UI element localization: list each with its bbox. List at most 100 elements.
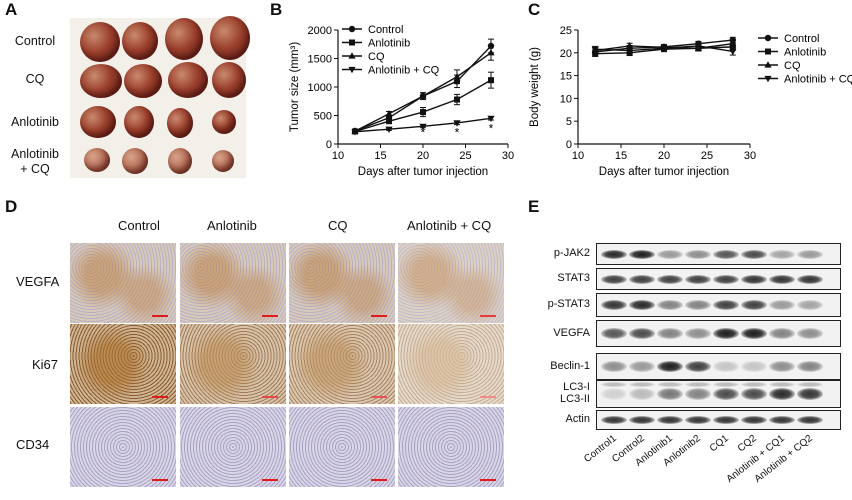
data-point (626, 47, 634, 55)
blot-band (685, 388, 711, 400)
x-tick-label: 10 (332, 150, 344, 162)
blot-band (713, 416, 739, 424)
blot-band (741, 361, 767, 372)
ihc-col-label-cq: CQ (328, 218, 348, 233)
significance-mark: * (421, 126, 426, 140)
ihc-row-label-vegfa: VEGFA (16, 274, 60, 289)
tumor-specimen (80, 106, 116, 138)
blot-band (601, 361, 627, 372)
data-point (349, 39, 355, 46)
blot-strip (596, 293, 841, 317)
blot-band (769, 388, 795, 400)
data-point (729, 48, 737, 56)
blot-strip (596, 410, 841, 430)
blot-band (741, 328, 767, 339)
body-weight-chart: 10 15 20 25 30 0 5 10 15 20 25 Days after tumor inj… (529, 25, 852, 178)
blot-row-label: p-JAK2 (553, 247, 590, 259)
blot-band (769, 361, 795, 372)
blot-band (657, 382, 683, 387)
blot-band (657, 275, 683, 284)
y-tick-label: 25 (560, 25, 572, 37)
data-point (487, 115, 495, 123)
ihc-image-vegfa-cq (289, 243, 395, 323)
blot-band (629, 416, 655, 424)
y-tick-label: 15 (560, 71, 572, 83)
data-point (694, 43, 702, 50)
blot-band (797, 416, 823, 424)
data-point (660, 45, 668, 53)
data-point (764, 75, 772, 83)
blot-band (629, 361, 655, 372)
blot-band (601, 250, 627, 259)
blot-band (629, 275, 655, 284)
scale-bar (480, 479, 496, 481)
scale-bar (480, 315, 496, 317)
x-axis-label: Days after tumor injection (358, 166, 488, 178)
blot-band (797, 388, 823, 400)
x-tick-label: 25 (459, 150, 471, 162)
y-tick-label: 0 (326, 139, 332, 151)
scale-bar (262, 479, 278, 481)
y-tick-label: 500 (314, 111, 332, 123)
blot-band (601, 275, 627, 284)
blot-row-label: VEGFA (553, 326, 590, 339)
data-point (764, 61, 772, 68)
tumor-specimen (212, 62, 246, 98)
blot-band (713, 388, 739, 400)
blot-band (657, 388, 683, 400)
data-point (591, 46, 599, 53)
legend-label: Anlotinib (784, 47, 826, 59)
blot-band (713, 382, 739, 387)
scale-bar (262, 315, 278, 317)
y-tick-label: 0 (566, 139, 572, 151)
data-point (729, 39, 737, 47)
blot-band (629, 250, 655, 259)
data-point (764, 34, 772, 42)
series-anlotinib-cq (591, 42, 737, 56)
blot-band (629, 382, 655, 387)
legend-label: Control (368, 24, 403, 36)
tumor-size-chart: 10 15 20 25 30 0 500 1000 1500 2000 Days after tum… (289, 24, 514, 178)
blot-band (657, 300, 683, 310)
legend-label: Control (784, 33, 819, 45)
tumor-specimen (212, 150, 234, 172)
ihc-row-label-cd34: CD34 (16, 437, 50, 452)
x-tick-label: 20 (658, 150, 670, 162)
data-point (419, 92, 427, 99)
data-point (765, 48, 771, 55)
blot-band (601, 388, 627, 400)
series-anlotinib-cq (351, 115, 495, 136)
ihc-image-vegfa-anlotinib (180, 243, 286, 323)
y-axis-label: Tumor size (mm³) (289, 42, 301, 132)
ihc-image-ki67-cq (289, 324, 395, 404)
data-point (348, 66, 356, 74)
ihc-image-cd34-combo (398, 407, 504, 487)
scale-bar (152, 396, 168, 398)
x-tick-label: 15 (374, 150, 386, 162)
blot-band (713, 275, 739, 284)
data-point (385, 109, 393, 117)
data-point (419, 123, 427, 131)
blot-band (657, 361, 683, 372)
tumor-row-label-anlotinib: Anlotinib (11, 115, 59, 129)
tumor-specimen (80, 64, 122, 98)
blot-row-label: Beclin-1 (550, 359, 590, 372)
x-tick-label: 30 (502, 150, 514, 162)
blot-band (685, 416, 711, 424)
blot-band (797, 300, 823, 310)
blot-band (685, 328, 711, 339)
ihc-row-label-ki67: Ki67 (32, 357, 59, 372)
scale-bar (480, 396, 496, 398)
y-axis-label: Body weight (g) (529, 47, 541, 127)
data-point (348, 25, 356, 33)
ihc-image-ki67-control (70, 324, 176, 404)
panel-label-c: C (528, 0, 541, 19)
scale-bar (152, 479, 168, 481)
data-point (348, 52, 356, 59)
ihc-image-cd34-cq (289, 407, 395, 487)
blot-band (769, 416, 795, 424)
data-point (351, 129, 359, 136)
blot-band (713, 361, 739, 372)
blot-band (741, 416, 767, 424)
significance-mark: * (489, 122, 494, 136)
